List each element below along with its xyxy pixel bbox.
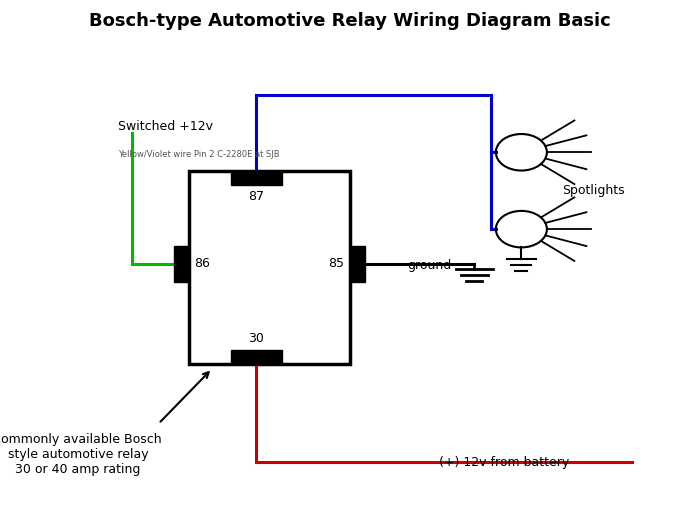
Text: Yellow/Violet wire Pin 2 C-2280E at SJB: Yellow/Violet wire Pin 2 C-2280E at SJB — [118, 150, 280, 159]
Text: Switched +12v: Switched +12v — [118, 120, 214, 133]
Text: ground: ground — [407, 259, 452, 272]
Text: (+) 12v from battery: (+) 12v from battery — [440, 456, 570, 469]
Bar — [174, 246, 189, 282]
Bar — [189, 172, 350, 364]
Text: 85: 85 — [328, 257, 344, 270]
Title: Bosch-type Automotive Relay Wiring Diagram Basic: Bosch-type Automotive Relay Wiring Diagr… — [89, 12, 611, 30]
Bar — [231, 172, 281, 185]
Bar — [231, 350, 281, 364]
Bar — [350, 246, 365, 282]
Text: commonly available Bosch
style automotive relay
30 or 40 amp rating: commonly available Bosch style automotiv… — [0, 433, 162, 476]
Text: 30: 30 — [248, 333, 265, 345]
Text: Spotlights: Spotlights — [561, 184, 624, 197]
Text: 87: 87 — [248, 190, 265, 203]
Text: 86: 86 — [194, 257, 210, 270]
